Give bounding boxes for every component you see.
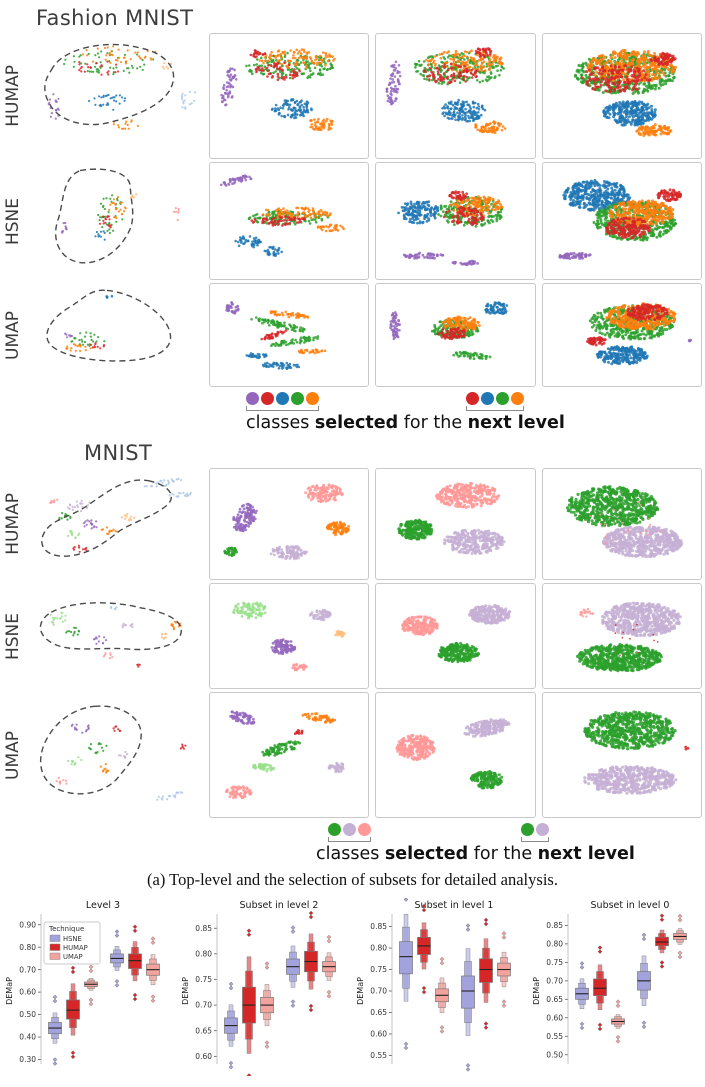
boxplot-panel-4: Subset in level 0 DEMaP 0.85 0.80 0.75 0.70 0.…: [532, 898, 700, 1076]
boxplot-panel-3: Subset in level 1 DEMaP 0.85 0.80 0.75 0.70 0.…: [356, 898, 524, 1076]
zoom-scatter-panel-1: [209, 583, 370, 690]
class-color-dot: [358, 823, 371, 837]
zoom-scatter-panel-3: [541, 33, 702, 160]
zoom-scatter-panel-3: [541, 283, 702, 388]
boxplot-panel-1: Level 3 DEMaP 0.90 0.80 0.70 0.60 0.50 0.40 0.30…: [5, 898, 173, 1076]
class-color-legend-group: [246, 392, 319, 412]
figure-row-hsne: HSNE: [0, 582, 705, 690]
zoom-scatter-panel-1: [209, 692, 370, 819]
zoom-scatter-panel-2: [375, 283, 536, 388]
zoom-scatter-panel-1: [209, 33, 370, 160]
scatter-grid-mnist: HUMAP HSNE UMAP: [0, 467, 705, 819]
class-color-dot: [521, 823, 534, 837]
underbrace: [466, 406, 524, 412]
overview-scatter-panel: [26, 467, 206, 581]
class-color-dot: [481, 392, 494, 406]
zoom-scatter-panel-3: [541, 583, 702, 690]
boxplot-panel-2: Subset in level 2 DEMaP 0.85 0.80 0.75 0.70 0.…: [181, 898, 349, 1077]
figure-b-boxplots: Level 3 DEMaP 0.90 0.80 0.70 0.60 0.50 0.40 0.30…: [0, 898, 705, 1077]
class-color-dot: [496, 392, 509, 406]
zoom-scatter-panel-2: [375, 162, 536, 281]
overview-scatter-panel: [26, 161, 206, 281]
class-legend-row-fashion: [0, 392, 705, 412]
caption-bold: next level: [537, 844, 635, 865]
class-color-dot: [343, 823, 356, 837]
row-label-humap: HUMAP: [3, 493, 23, 556]
overview-scatter-panel: [26, 582, 206, 690]
class-color-legend-group: [521, 823, 549, 843]
figure-row-hsne: HSNE: [0, 161, 705, 281]
caption-text: for the: [398, 413, 468, 434]
row-label-humap: HUMAP: [3, 65, 23, 128]
class-color-dot: [276, 392, 289, 406]
zoom-scatter-panel-2: [375, 583, 536, 690]
overview-scatter-panel: [26, 32, 206, 160]
class-color-legend-group: [328, 823, 371, 843]
class-color-dot: [246, 392, 259, 406]
row-label-umap: UMAP: [3, 310, 23, 360]
caption-bold: selected: [314, 413, 399, 434]
zoom-scatter-panel-2: [375, 33, 536, 160]
zoom-scatter-panel-2: [375, 468, 536, 581]
figure-row-humap: HUMAP: [0, 32, 705, 160]
dataset-title-fashion-mnist: Fashion MNIST: [36, 6, 194, 30]
class-color-dot: [328, 823, 341, 837]
row-label-umap: UMAP: [3, 730, 23, 780]
zoom-scatter-panel-1: [209, 468, 370, 581]
underbrace: [328, 837, 371, 843]
zoom-scatter-panel-2: [375, 692, 536, 819]
zoom-scatter-panel-3: [541, 162, 702, 281]
figure-row-umap: UMAP: [0, 282, 705, 388]
figure-a: Fashion MNIST HUMAP HSNE UMAP classes sele…: [0, 6, 705, 890]
figure-row-umap: UMAP: [0, 691, 705, 819]
row-label-hsne: HSNE: [3, 197, 23, 245]
class-color-dot: [511, 392, 524, 406]
overview-scatter-panel: [26, 282, 206, 388]
dataset-block-fashion-mnist: Fashion MNIST HUMAP HSNE UMAP classes sele…: [0, 6, 705, 435]
caption-text: classes: [316, 844, 385, 865]
row-label-hsne: HSNE: [3, 612, 23, 660]
subfigure-a-caption: (a) Top-level and the selection of subse…: [147, 870, 558, 890]
class-color-dot: [466, 392, 479, 406]
selection-caption-fashion: classes selected for the next level: [0, 413, 705, 435]
caption-text: classes: [246, 413, 315, 434]
dataset-title-mnist: MNIST: [84, 441, 153, 466]
dataset-block-mnist: MNIST HUMAP HSNE UMAP classes selected for…: [0, 441, 705, 866]
zoom-scatter-panel-1: [209, 162, 370, 281]
overview-scatter-panel: [26, 691, 206, 819]
underbrace: [521, 837, 549, 843]
caption-bold: next level: [467, 413, 565, 434]
class-color-legend-group: [466, 392, 524, 412]
class-color-dot: [261, 392, 274, 406]
class-color-dot: [306, 392, 319, 406]
caption-bold: selected: [384, 844, 469, 865]
figure-row-humap: HUMAP: [0, 467, 705, 581]
underbrace: [246, 406, 319, 412]
class-legend-row-mnist: [0, 823, 705, 843]
zoom-scatter-panel-3: [541, 692, 702, 819]
scatter-grid-fashion-mnist: HUMAP HSNE UMAP: [0, 32, 705, 388]
selection-caption-mnist: classes selected for the next level: [0, 844, 705, 866]
zoom-scatter-panel-1: [209, 283, 370, 388]
zoom-scatter-panel-3: [541, 468, 702, 581]
class-color-dot: [536, 823, 549, 837]
class-color-dot: [291, 392, 304, 406]
caption-text: for the: [468, 844, 538, 865]
